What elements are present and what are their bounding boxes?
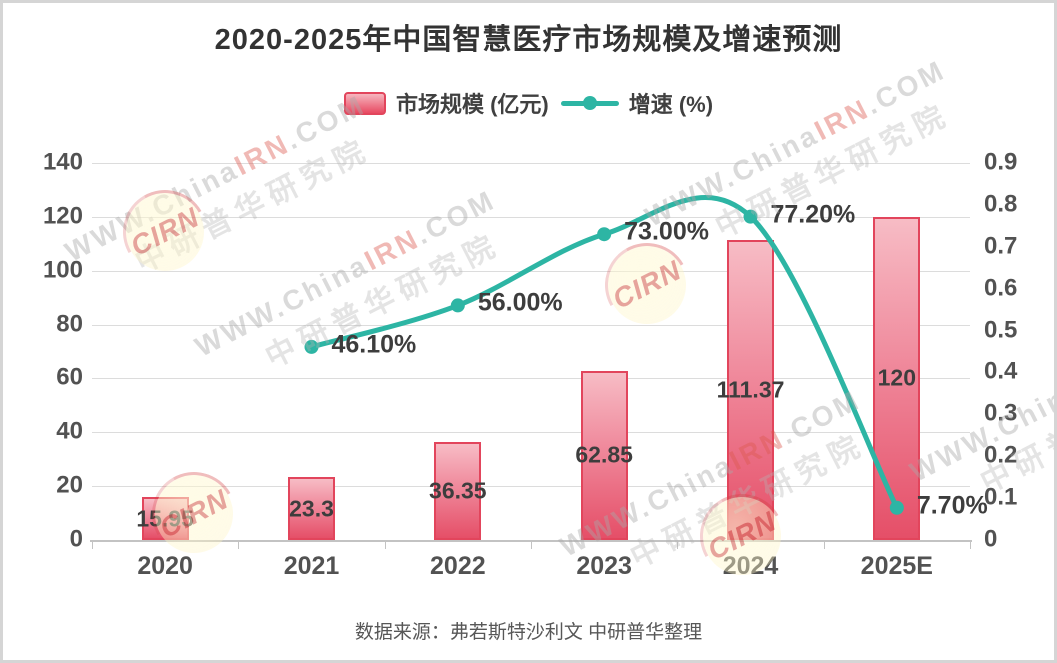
- right-axis-tick-label: 0.7: [984, 232, 1018, 260]
- x-axis-tick: [531, 542, 532, 549]
- x-axis-tick: [677, 542, 679, 549]
- right-axis-tick-label: 0: [984, 525, 998, 553]
- bar-value-label: 15.95: [136, 505, 194, 532]
- growth-point-marker: [450, 298, 465, 313]
- legend-item-market-size: 市场规模 (亿元): [343, 87, 549, 119]
- chart-title: 2020-2025年中国智慧医疗市场规模及增速预测: [214, 24, 843, 56]
- right-axis-tick-label: 0.8: [984, 190, 1018, 218]
- left-axis-tick-label: 80: [56, 310, 83, 338]
- growth-point-marker: [304, 339, 319, 354]
- left-axis-tick-label: 20: [56, 471, 83, 499]
- watermark-url-highlight: IRN: [359, 222, 425, 277]
- left-axis-tick-label: 120: [42, 202, 83, 230]
- x-axis-tick: [384, 542, 386, 549]
- right-axis-tick-label: 0.2: [984, 441, 1018, 469]
- x-axis-tick: [238, 542, 240, 549]
- right-axis-tick-label: 0.5: [984, 315, 1018, 343]
- bar-value-label: 62.85: [575, 441, 633, 468]
- left-axis-tick-label: 60: [56, 363, 83, 391]
- bar-value-label: 36.35: [429, 477, 487, 504]
- x-axis-label: 2020: [137, 552, 193, 580]
- growth-point-label: 7.70%: [916, 491, 988, 520]
- cirn-logo-text: CIRN: [125, 201, 205, 262]
- growth-point-label: 46.10%: [331, 330, 417, 359]
- line-marker-dot-icon: [582, 96, 597, 110]
- gridline: [92, 270, 970, 272]
- x-axis-label: 2025E: [860, 552, 933, 580]
- legend-item-growth: 增速 (%): [560, 87, 714, 119]
- watermark-url-highlight: IRN: [229, 127, 295, 182]
- x-axis-label: 2023: [576, 552, 632, 580]
- cirn-logo-text: CIRN: [607, 254, 687, 315]
- growth-point-label: 73.00%: [624, 217, 709, 246]
- left-axis-tick-label: 0: [69, 525, 83, 553]
- growth-point-label: 56.00%: [477, 288, 563, 317]
- right-axis-tick-label: 0.4: [984, 357, 1018, 385]
- gridline: [92, 324, 970, 326]
- x-axis-tick: [92, 542, 93, 549]
- x-axis-label: 2024: [722, 552, 779, 580]
- legend: 市场规模 (亿元) 增速 (%): [3, 87, 1054, 119]
- bar-value-label: 23.3: [289, 495, 334, 522]
- right-axis-tick-label: 0.1: [984, 483, 1018, 511]
- bar-swatch-icon: [343, 91, 386, 115]
- growth-point-label: 77.20%: [770, 200, 856, 229]
- gridline: [92, 378, 970, 380]
- x-axis-tick: [970, 542, 971, 549]
- cirn-logo-icon: CIRN: [607, 246, 687, 324]
- left-axis-tick-label: 140: [42, 148, 83, 176]
- right-axis-tick-label: 0.3: [984, 399, 1018, 427]
- growth-point-marker: [597, 227, 612, 242]
- bar-value-label: 120: [877, 364, 917, 391]
- line-swatch-icon: [560, 96, 619, 110]
- x-axis-label: 2021: [283, 552, 340, 580]
- x-axis-label: 2022: [430, 552, 486, 580]
- x-axis-line: [90, 540, 972, 542]
- gridline: [92, 163, 970, 164]
- left-axis-tick-label: 40: [56, 417, 83, 445]
- gridline: [92, 432, 970, 434]
- legend-label-growth: 增速 (%): [628, 92, 714, 117]
- right-axis-tick-label: 0.6: [984, 274, 1018, 302]
- data-source-note: 数据来源：弗若斯特沙利文 中研普华整理: [354, 622, 703, 643]
- right-axis-tick-label: 0.9: [984, 148, 1018, 176]
- watermark-url: WWW.ChinaIRN.COM: [905, 373, 1057, 488]
- cirn-logo-icon: CIRN: [125, 193, 205, 271]
- bar-value-label: 111.37: [716, 376, 785, 403]
- legend-label-market-size: 市场规模 (亿元): [395, 92, 549, 117]
- x-axis-tick: [823, 542, 825, 549]
- left-axis-tick-label: 100: [42, 256, 83, 284]
- gridline: [92, 486, 970, 488]
- watermark-org: 中研普华研究院: [130, 132, 377, 280]
